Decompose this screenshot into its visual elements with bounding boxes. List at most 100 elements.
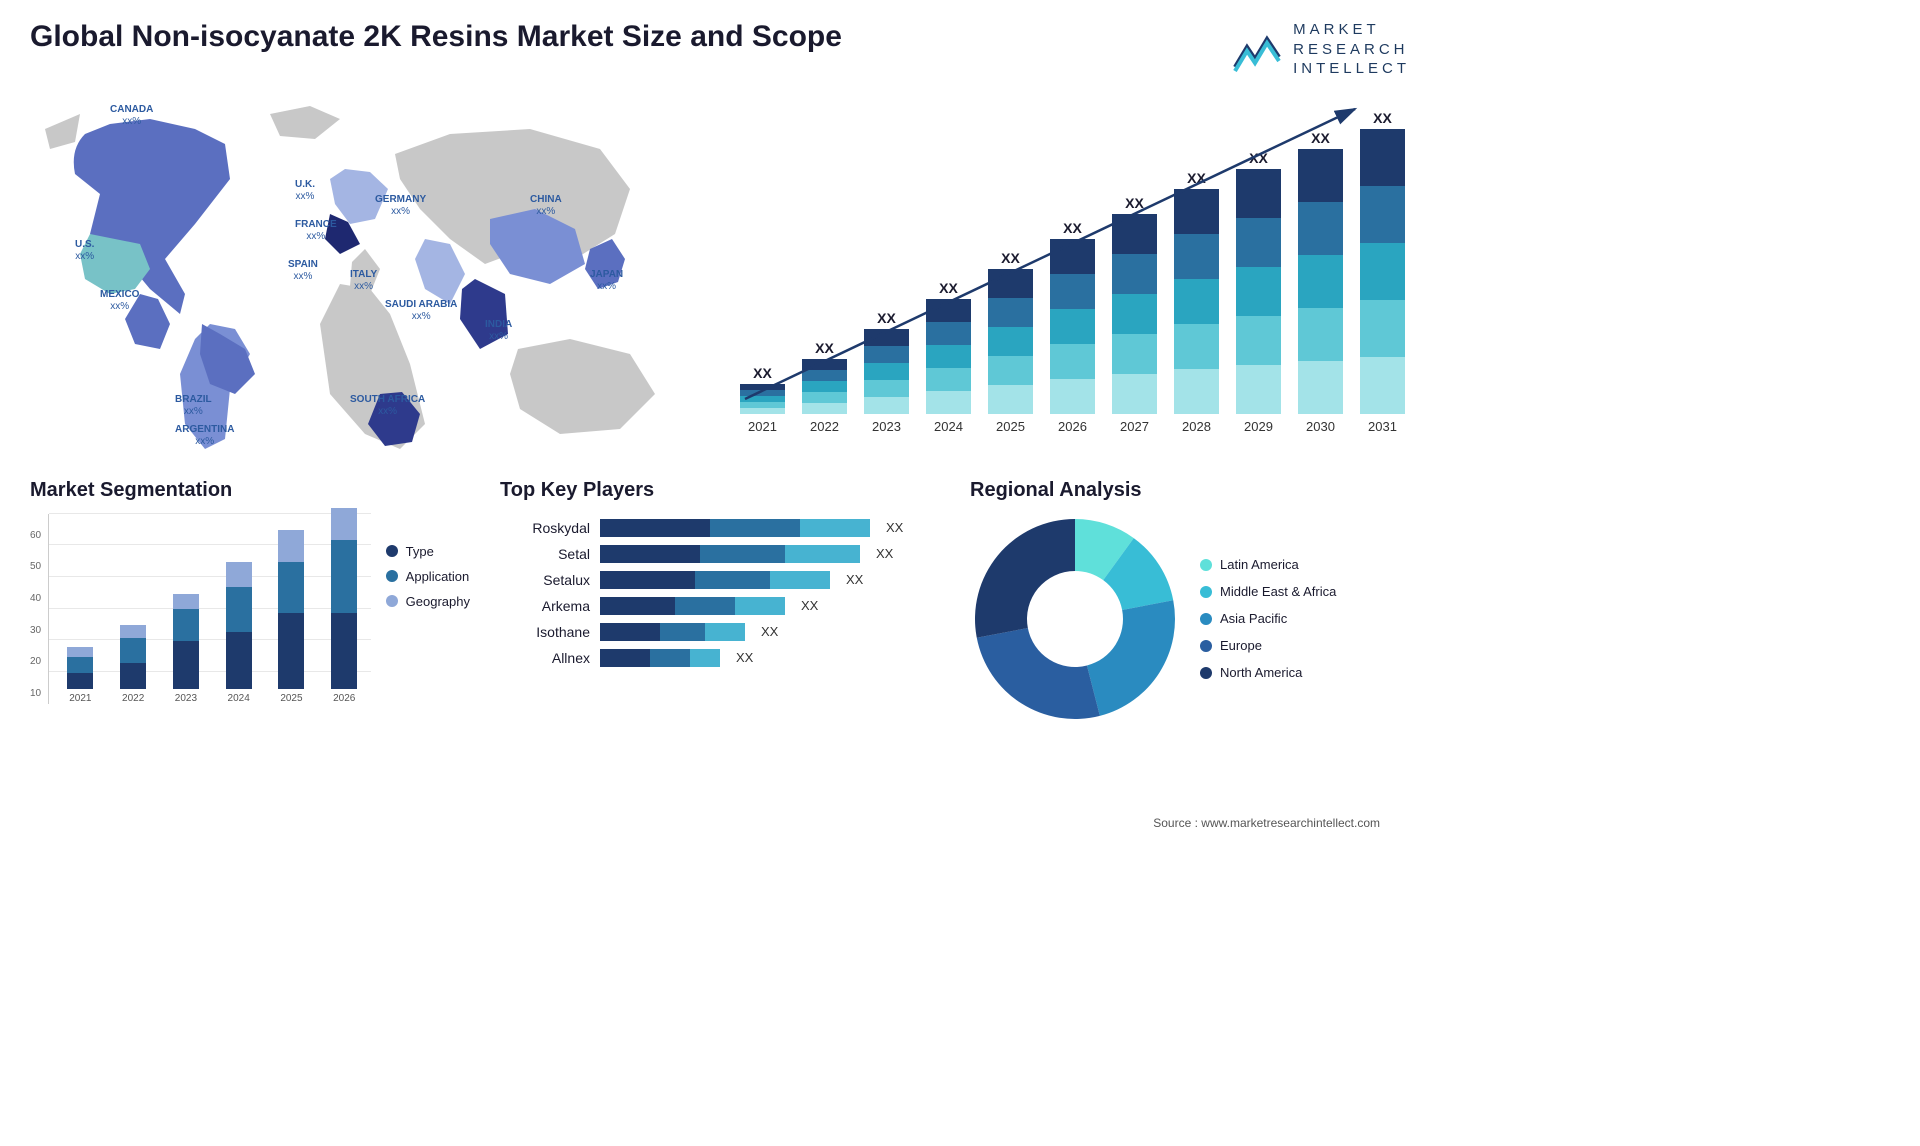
legend-item: Europe	[1200, 638, 1336, 653]
growth-bar: XX 2027	[1112, 195, 1157, 434]
growth-bar-year: 2031	[1368, 419, 1397, 434]
regional-donut-chart	[970, 514, 1180, 724]
growth-bar-year: 2021	[748, 419, 777, 434]
growth-bar: XX 2023	[864, 310, 909, 434]
key-player-name: Roskydal	[500, 520, 590, 536]
key-player-name: Setalux	[500, 572, 590, 588]
segmentation-title: Market Segmentation	[30, 479, 470, 502]
growth-bar-year: 2027	[1120, 419, 1149, 434]
map-country-label: U.K.xx%	[295, 179, 315, 203]
map-country-label: CHINAxx%	[530, 194, 562, 218]
legend-item: Application	[386, 569, 470, 584]
key-player-value: XX	[761, 624, 778, 639]
seg-bar: 2022	[120, 625, 146, 703]
donut-slice	[977, 627, 1100, 718]
growth-bar: XX 2030	[1298, 130, 1343, 434]
growth-bar-label: XX	[1125, 195, 1144, 211]
key-player-name: Setal	[500, 546, 590, 562]
map-country-label: ARGENTINAxx%	[175, 424, 234, 448]
key-player-row: Setal XX	[500, 545, 940, 563]
growth-bar-year: 2026	[1058, 419, 1087, 434]
legend-item: Geography	[386, 594, 470, 609]
world-map-panel: CANADAxx%U.S.xx%MEXICOxx%BRAZILxx%ARGENT…	[30, 94, 705, 454]
growth-bar: XX 2028	[1174, 170, 1219, 434]
page-title: Global Non-isocyanate 2K Resins Market S…	[30, 20, 842, 54]
map-country-label: SAUDI ARABIAxx%	[385, 299, 457, 323]
growth-bar: XX 2022	[802, 340, 847, 434]
map-country-label: BRAZILxx%	[175, 394, 212, 418]
legend-item: Latin America	[1200, 557, 1336, 572]
donut-slice	[1087, 600, 1175, 716]
legend-item: Type	[386, 544, 470, 559]
seg-bar-year: 2023	[175, 693, 197, 704]
segmentation-panel: Market Segmentation 2021 2022 2023 2024 2025…	[30, 479, 470, 749]
seg-bar-year: 2022	[122, 693, 144, 704]
seg-bar-year: 2024	[228, 693, 250, 704]
seg-bar: 2021	[67, 647, 93, 703]
seg-bar: 2025	[278, 530, 304, 703]
map-country-label: FRANCExx%	[295, 219, 337, 243]
legend-item: Middle East & Africa	[1200, 584, 1336, 599]
growth-bar: XX 2031	[1360, 110, 1405, 434]
growth-bar-label: XX	[877, 310, 896, 326]
growth-bar: XX 2029	[1236, 150, 1281, 434]
key-player-row: IsothaneXX	[500, 623, 940, 641]
key-player-row: Allnex XX	[500, 649, 940, 667]
brand-logo: MARKET RESEARCH INTELLECT	[1233, 20, 1410, 79]
key-player-name: Allnex	[500, 650, 590, 666]
segmentation-chart: 202120222023202420252026 102030405060	[30, 514, 371, 749]
growth-bar-label: XX	[1249, 150, 1268, 166]
growth-bar-label: XX	[1187, 170, 1206, 186]
key-player-value: XX	[801, 598, 818, 613]
source-text: Source : www.marketresearchintellect.com	[1153, 816, 1380, 830]
map-country-label: SOUTH AFRICAxx%	[350, 394, 425, 418]
growth-bar-year: 2029	[1244, 419, 1273, 434]
growth-chart: XX2021XX2022XX2023XX2024XX2025XX2026XX20…	[735, 94, 1410, 454]
regional-title: Regional Analysis	[970, 479, 1410, 502]
growth-bar-label: XX	[1311, 130, 1330, 146]
key-player-row: ArkemaXX	[500, 597, 940, 615]
growth-bar-year: 2030	[1306, 419, 1335, 434]
growth-bar-year: 2022	[810, 419, 839, 434]
map-country-label: JAPANxx%	[590, 269, 623, 293]
seg-ytick: 30	[30, 625, 41, 636]
key-player-row: SetaluxXX	[500, 571, 940, 589]
map-country-label: GERMANYxx%	[375, 194, 426, 218]
logo-line2: RESEARCH	[1293, 40, 1410, 60]
growth-bar-year: 2025	[996, 419, 1025, 434]
growth-bar-label: XX	[815, 340, 834, 356]
seg-bar: 2023	[173, 594, 199, 704]
growth-bar-label: XX	[939, 280, 958, 296]
key-player-value: XX	[886, 520, 903, 535]
seg-bar-year: 2026	[333, 693, 355, 704]
seg-bar: 2026	[331, 508, 357, 703]
growth-bar-label: XX	[1373, 110, 1392, 126]
map-country-label: CANADAxx%	[110, 104, 153, 128]
map-country-label: ITALYxx%	[350, 269, 377, 293]
growth-bar: XX 2021	[740, 365, 785, 434]
seg-ytick: 50	[30, 561, 41, 572]
seg-ytick: 40	[30, 593, 41, 604]
growth-bar-year: 2024	[934, 419, 963, 434]
growth-bar-label: XX	[1063, 220, 1082, 236]
key-players-title: Top Key Players	[500, 479, 940, 502]
seg-bar-year: 2025	[280, 693, 302, 704]
logo-line3: INTELLECT	[1293, 59, 1410, 79]
growth-bar: XX2025	[988, 250, 1033, 434]
key-player-value: XX	[876, 546, 893, 561]
key-player-value: XX	[736, 650, 753, 665]
key-players-chart: RoskydalXXSetalXXSetaluxXXArkemaXXIsotha…	[500, 514, 940, 672]
logo-mark-icon	[1233, 27, 1283, 72]
growth-bar-year: 2023	[872, 419, 901, 434]
map-country-label: INDIAxx%	[485, 319, 512, 343]
seg-bar-year: 2021	[69, 693, 91, 704]
seg-ytick: 60	[30, 530, 41, 541]
logo-line1: MARKET	[1293, 20, 1410, 40]
seg-bar: 2024	[226, 562, 252, 704]
growth-bar-label: XX	[753, 365, 772, 381]
segmentation-legend: Type Application Geography	[386, 514, 470, 749]
map-country-label: MEXICOxx%	[100, 289, 139, 313]
legend-item: North America	[1200, 665, 1336, 680]
key-players-panel: Top Key Players Roskydal XX Setal XX Setalux…	[500, 479, 940, 749]
growth-bar-year: 2028	[1182, 419, 1211, 434]
